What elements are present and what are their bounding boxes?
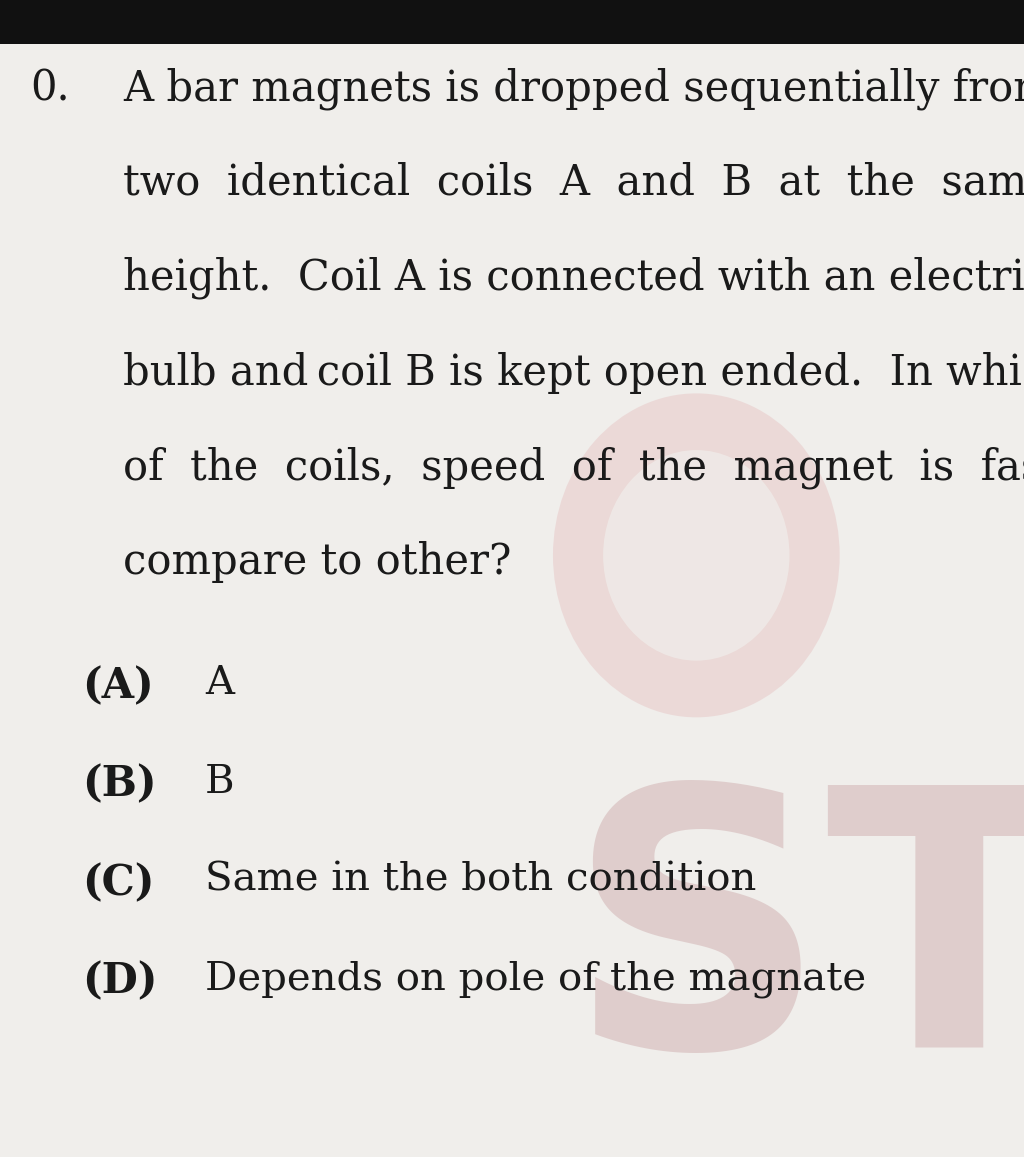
Text: ST: ST bbox=[566, 774, 1024, 1123]
Text: bulb and coil B is kept open ended.  In which: bulb and coil B is kept open ended. In w… bbox=[123, 352, 1024, 393]
Text: 0.: 0. bbox=[31, 67, 71, 109]
Text: B: B bbox=[205, 764, 234, 801]
Circle shape bbox=[603, 450, 790, 661]
Text: A bar magnets is dropped sequentially from: A bar magnets is dropped sequentially fr… bbox=[123, 67, 1024, 110]
Text: (C): (C) bbox=[82, 862, 155, 904]
Text: Depends on pole of the magnate: Depends on pole of the magnate bbox=[205, 960, 866, 997]
Text: A: A bbox=[205, 665, 233, 702]
Text: (B): (B) bbox=[82, 764, 157, 805]
Bar bbox=[0, 0, 1024, 44]
Text: height.  Coil A is connected with an electric: height. Coil A is connected with an elec… bbox=[123, 257, 1024, 300]
Text: of  the  coils,  speed  of  the  magnet  is  fast  as: of the coils, speed of the magnet is fas… bbox=[123, 447, 1024, 489]
Text: (A): (A) bbox=[82, 665, 154, 707]
Text: Same in the both condition: Same in the both condition bbox=[205, 862, 756, 899]
Text: compare to other?: compare to other? bbox=[123, 541, 511, 583]
Circle shape bbox=[553, 393, 840, 717]
Text: (D): (D) bbox=[82, 960, 158, 1002]
Text: two  identical  coils  A  and  B  at  the  same: two identical coils A and B at the same bbox=[123, 162, 1024, 204]
